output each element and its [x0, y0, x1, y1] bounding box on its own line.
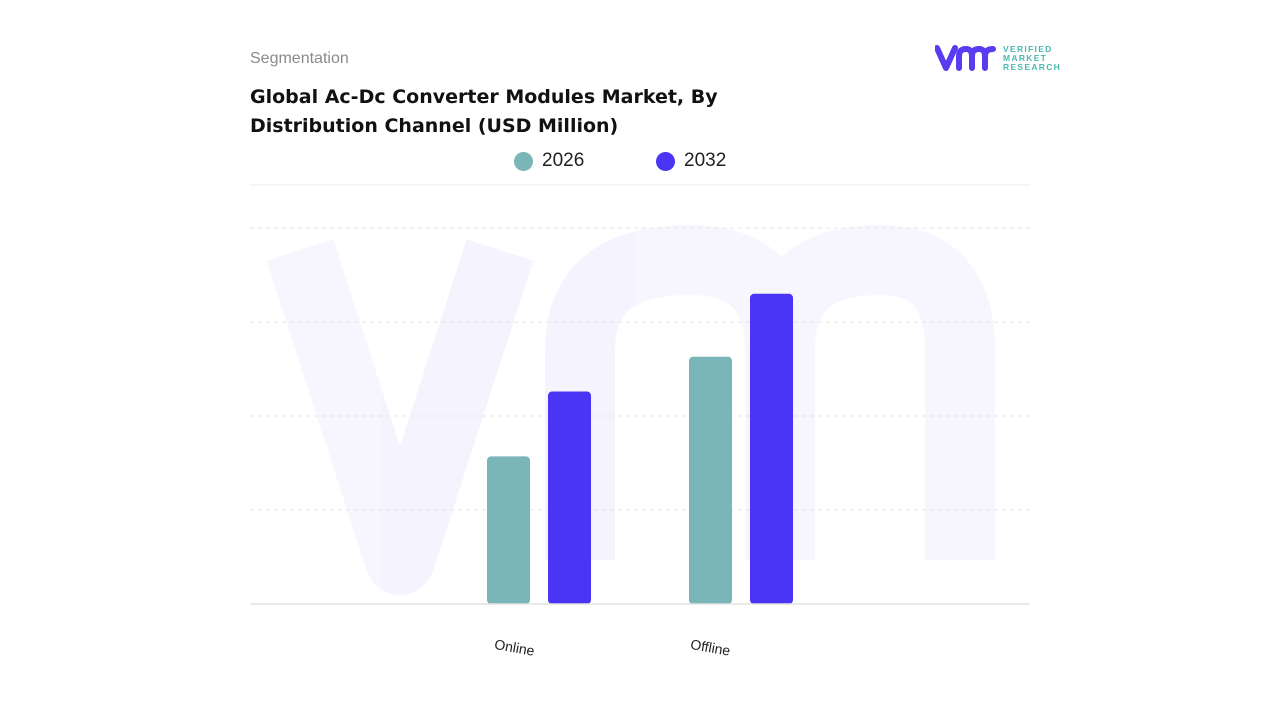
legend-label: 2032: [684, 150, 727, 171]
legend-label: 2026: [542, 150, 585, 171]
logo-line3: RESEARCH: [1003, 61, 1062, 72]
bar-online-2032: [548, 391, 591, 604]
legend: 2026 2032: [0, 150, 1280, 174]
bar-offline-2032: [750, 293, 793, 604]
vmr-logo: VERIFIED MARKET RESEARCH: [935, 44, 1061, 72]
vmr-logo-mark: [935, 45, 996, 71]
legend-item-2032: 2032: [656, 150, 726, 172]
logo-line1: VERIFIED: [1003, 43, 1053, 54]
segment-label: Segmentation: [250, 50, 349, 67]
legend-swatch: [514, 151, 533, 171]
watermark: [266, 224, 995, 595]
bar-offline-2026: [689, 356, 732, 604]
bar-online-2026: [487, 456, 530, 604]
legend-swatch: [656, 151, 675, 171]
logo-line2: MARKET: [1003, 52, 1048, 63]
chart-title: Global Ac-Dc Converter Modules Market, B…: [250, 86, 718, 137]
legend-item-2026: 2026: [514, 150, 584, 172]
